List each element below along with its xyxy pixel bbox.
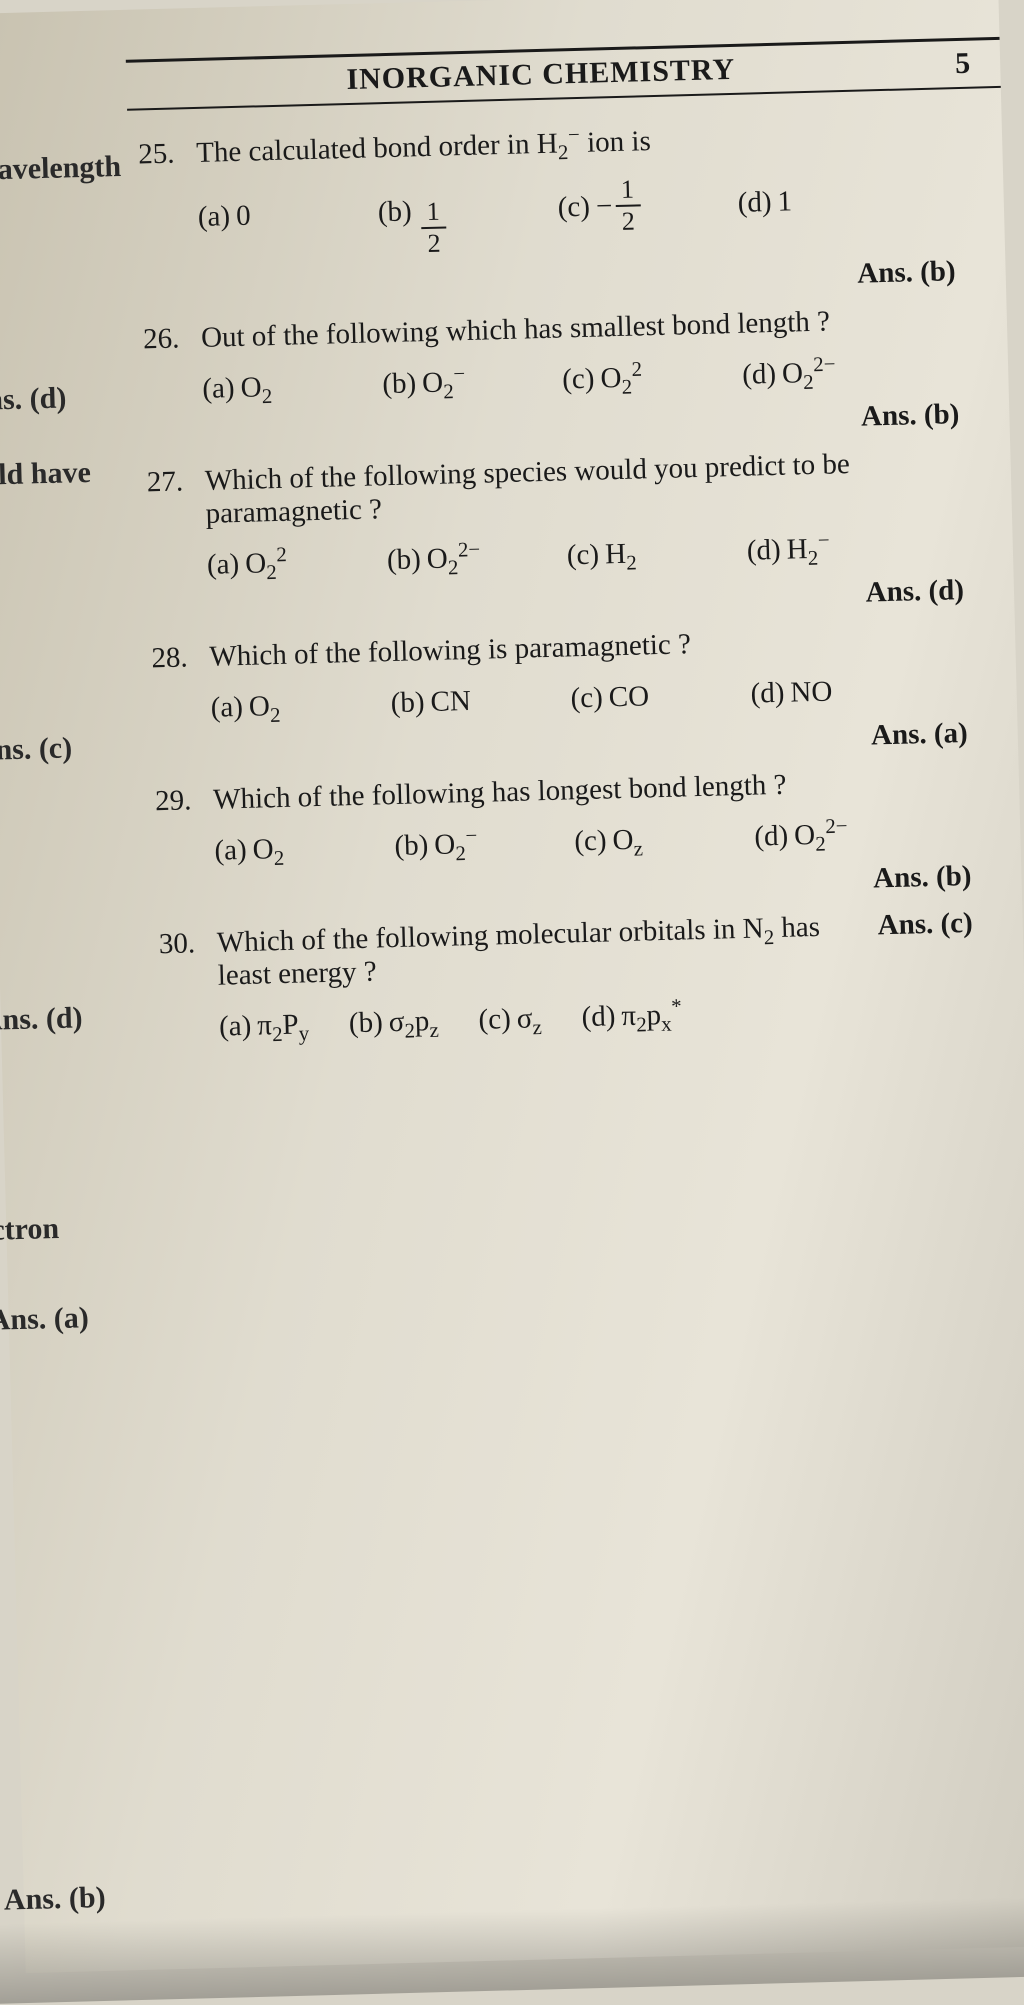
option-d: (d) H2−	[746, 530, 927, 568]
question-27: 27. Which of the following species would…	[146, 444, 984, 628]
q-text: The calculated bond order in H2− ion is	[196, 117, 973, 170]
option-a: (a) O2	[210, 687, 391, 725]
gutter-ans: Ans. (b)	[3, 1881, 106, 1918]
q-text: Which of the following molecular orbital…	[216, 910, 858, 993]
option-b: (b) O22−	[387, 539, 568, 577]
option-a: (a) O2	[214, 830, 395, 868]
q-text: Which of the following is paramagnetic ?	[209, 620, 986, 673]
question-28: 28. Which of the following is paramagnet…	[151, 620, 988, 771]
option-b: (b) O2−	[394, 825, 575, 863]
option-a: (a) π2Py	[219, 1008, 310, 1043]
option-b: (b) 12	[377, 191, 559, 258]
option-b: (b) CN	[390, 682, 571, 720]
left-gutter: he wavelength Ans. (d) y, would have Ans…	[0, 10, 166, 1974]
option-b: (b) O2−	[382, 363, 563, 401]
option-c: (c) H2	[566, 534, 747, 572]
answer-tag: Ans. (c)	[857, 906, 993, 943]
question-29: 29. Which of the following has longest b…	[155, 763, 992, 914]
answer-tag: Ans. (d)	[865, 573, 984, 609]
answer-tag: Ans. (b)	[857, 254, 976, 290]
chapter-title: INORGANIC CHEMISTRY	[126, 47, 956, 103]
option-d: (d) NO	[750, 673, 931, 711]
option-d: (d) π2px*	[581, 998, 682, 1034]
option-c: (c) Oz	[574, 820, 755, 858]
gutter-ans: Ans. (d)	[0, 1001, 83, 1038]
answer-tag: Ans. (b)	[861, 397, 980, 433]
q-text: Out of the following which has smallest …	[201, 301, 978, 354]
q-text: Which of the following has longest bond …	[213, 763, 990, 816]
option-c: (c) σz	[478, 1002, 542, 1037]
option-d: (d) O22−	[742, 354, 923, 392]
option-c: (c) −12	[557, 174, 738, 237]
q-text: Which of the following species would you…	[204, 444, 981, 530]
option-b: (b) σ2pz	[349, 1005, 440, 1040]
gutter-text: he wavelength	[0, 150, 122, 189]
option-a: (a) 0	[197, 196, 378, 234]
gutter-ans: Ans. (d)	[0, 381, 67, 418]
question-25: 25. The calculated bond order in H2− ion…	[138, 117, 976, 310]
gutter-text: y, would have	[0, 456, 91, 495]
q-number: 28.	[151, 641, 210, 676]
option-c: (c) CO	[570, 677, 751, 715]
answer-tag: Ans. (a)	[871, 716, 988, 752]
answer-tag: Ans. (b)	[873, 859, 992, 895]
q-number: 27.	[146, 465, 205, 500]
q-number: 29.	[155, 784, 214, 819]
q-number: 25.	[138, 137, 197, 172]
q-number: 30.	[159, 926, 218, 961]
gutter-ans: Ans. (c)	[0, 731, 73, 768]
gutter-ans: Ans. (a)	[0, 1301, 89, 1338]
option-a: (a) O22	[207, 544, 388, 582]
gutter-text: electron	[0, 1212, 60, 1249]
page-number: 5	[955, 46, 1001, 81]
option-c: (c) O22	[562, 359, 743, 397]
main-content: INORGANIC CHEMISTRY 5 25. The calculated…	[136, 28, 996, 1045]
option-d: (d) 1	[737, 182, 918, 220]
question-30: 30. Which of the following molecular orb…	[159, 906, 996, 1045]
q-number: 26.	[143, 322, 202, 357]
option-d: (d) O22−	[754, 816, 935, 854]
question-26: 26. Out of the following which has small…	[143, 301, 980, 452]
option-a: (a) O2	[202, 368, 383, 406]
